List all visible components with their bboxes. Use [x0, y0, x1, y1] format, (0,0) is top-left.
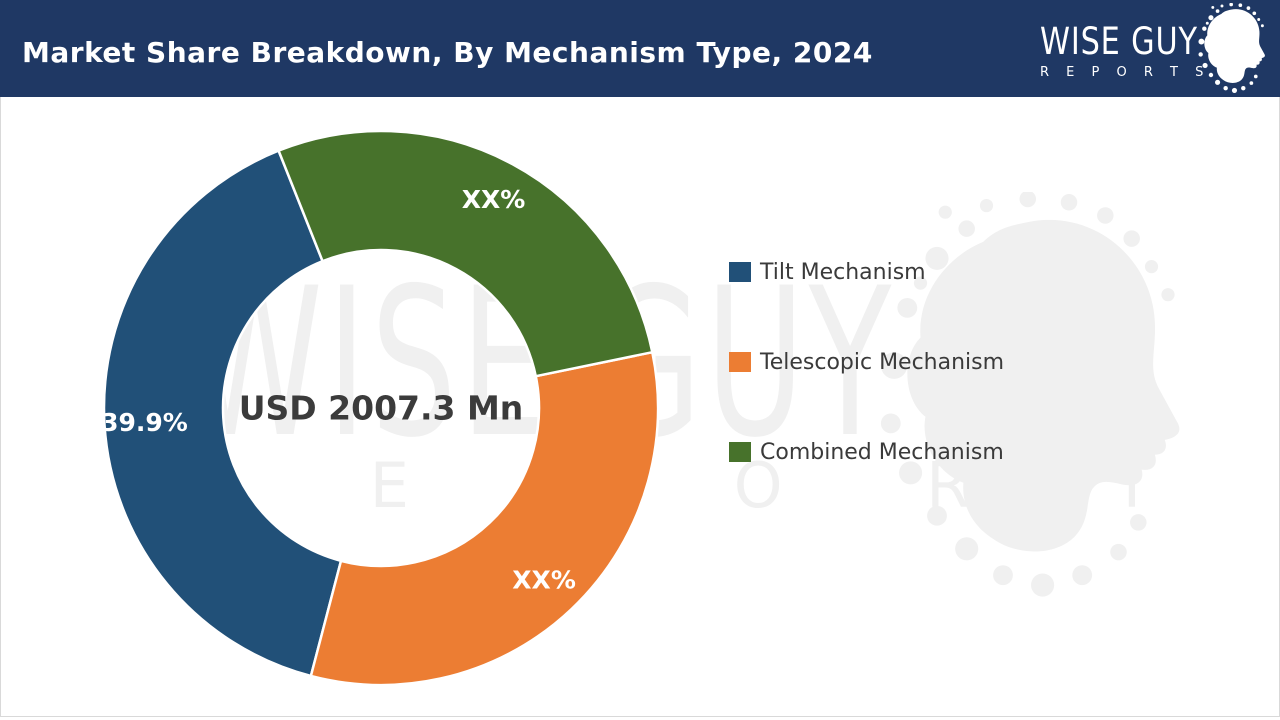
- legend-label-tilt: Tilt Mechanism: [760, 259, 926, 285]
- donut-segment-tilt-mechanism: [102, 149, 343, 678]
- donut-segment-telescopic-mechanism: [309, 350, 660, 687]
- legend-label-combined: Combined Mechanism: [760, 439, 1004, 465]
- slice-label: 39.9%: [101, 408, 188, 437]
- brand-logo-text: WISE GUY R E P O R T S: [1040, 20, 1232, 80]
- legend-swatch-tilt: [729, 262, 751, 282]
- legend-swatch-combined: [729, 442, 751, 462]
- legend-item-telescopic: Telescopic Mechanism: [729, 349, 1005, 375]
- legend-item-combined: Combined Mechanism: [729, 439, 1004, 465]
- slice-label: XX%: [462, 185, 526, 214]
- donut-segment-combined-mechanism: [277, 129, 654, 378]
- legend: Tilt Mechanism Telescopic Mechanism Comb…: [729, 259, 1005, 531]
- legend-item-tilt: Tilt Mechanism: [729, 259, 1004, 285]
- brand-logo: WISE GUY R E P O R T S: [1022, 0, 1272, 97]
- donut-chart: 39.9% XX% XX%: [101, 129, 660, 687]
- page-title: Market Share Breakdown, By Mechanism Typ…: [22, 36, 873, 69]
- header-bar: Market Share Breakdown, By Mechanism Typ…: [0, 0, 1280, 97]
- legend-label-telescopic: Telescopic Mechanism: [760, 349, 1005, 375]
- brand-head-icon: [1198, 3, 1265, 93]
- legend-swatch-telescopic: [729, 352, 751, 372]
- brand-name: WISE GUY: [1040, 20, 1198, 63]
- chart-area: WISE GUY R E P O R T S 39.9% XX% XX% USD 2…: [0, 97, 1280, 717]
- brand-subname: R E P O R T S: [1040, 65, 1210, 80]
- slice-label: XX%: [512, 565, 576, 594]
- center-value: USD 2007.3 Mn: [238, 388, 524, 428]
